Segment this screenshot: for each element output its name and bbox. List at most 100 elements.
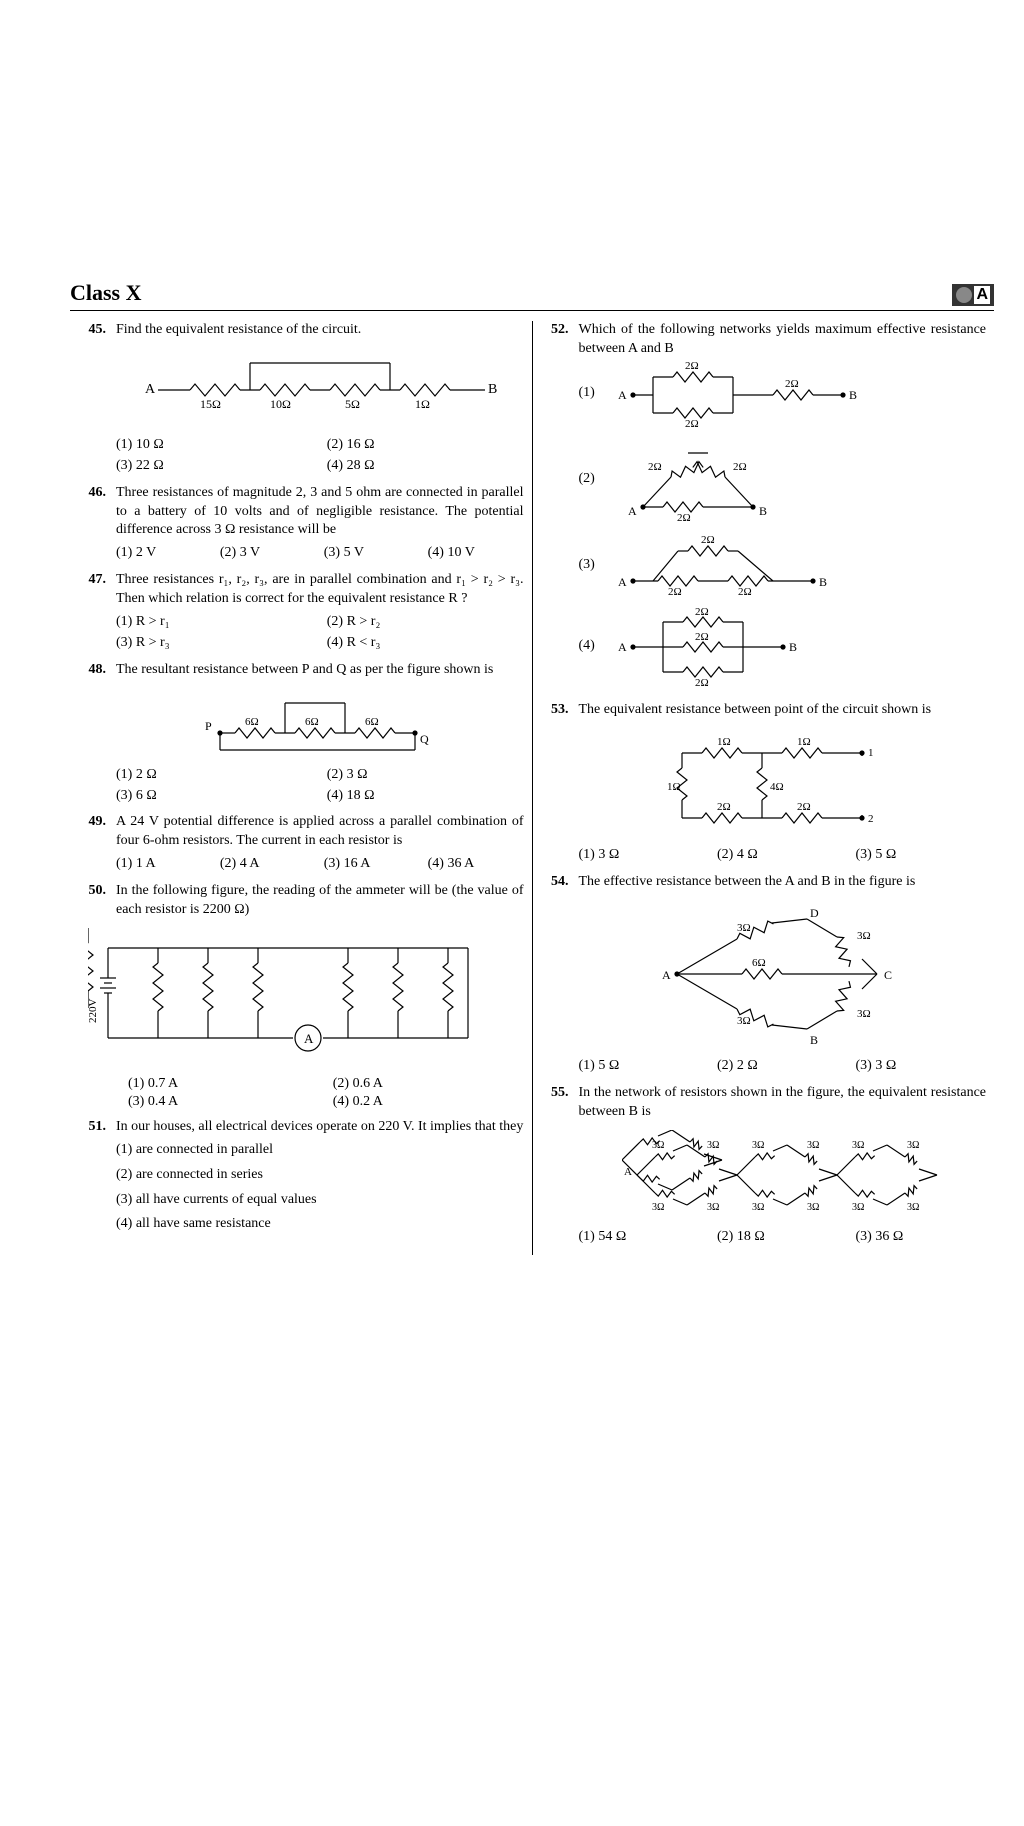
svg-text:3Ω: 3Ω: [907, 1140, 919, 1151]
question-55: 55. In the network of resistors shown in…: [541, 1084, 987, 1247]
class-header: Class X A: [70, 280, 994, 311]
question-50: 50. In the following figure, the reading…: [78, 882, 524, 920]
svg-text:3Ω: 3Ω: [852, 1140, 864, 1151]
svg-text:3Ω: 3Ω: [737, 922, 751, 934]
svg-text:1Ω: 1Ω: [415, 397, 430, 411]
q50-circuit: 220V: [88, 928, 488, 1068]
q47-text: Three resistances r₁, r₂, r₃, are in par…: [116, 572, 524, 606]
svg-text:1Ω: 1Ω: [717, 736, 731, 748]
svg-text:6Ω: 6Ω: [305, 716, 319, 728]
svg-text:2Ω: 2Ω: [695, 677, 709, 687]
svg-text:3Ω: 3Ω: [857, 1008, 871, 1020]
svg-text:4Ω: 4Ω: [770, 781, 784, 793]
svg-text:1: 1: [868, 747, 874, 759]
svg-text:3Ω: 3Ω: [807, 1140, 819, 1151]
question-48: 48. The resultant resistance between P a…: [78, 661, 524, 806]
svg-text:B: B: [810, 1033, 818, 1047]
svg-text:2Ω: 2Ω: [695, 631, 709, 643]
q49-text: A 24 V potential difference is applied a…: [116, 814, 524, 848]
svg-text:A: A: [304, 1031, 314, 1046]
svg-text:3Ω: 3Ω: [707, 1202, 719, 1213]
svg-text:2Ω: 2Ω: [733, 461, 747, 473]
worksheet-page: Class X A 45. Find the equivalent resist…: [0, 0, 1024, 1275]
svg-text:B: B: [759, 504, 767, 518]
svg-text:2Ω: 2Ω: [695, 607, 709, 618]
svg-text:3Ω: 3Ω: [857, 930, 871, 942]
right-column: 52. Which of the following networks yiel…: [533, 321, 995, 1255]
q53-text: The equivalent resistance between point …: [579, 702, 932, 717]
svg-text:B: B: [488, 382, 497, 397]
svg-text:B: B: [849, 388, 857, 402]
svg-text:A: A: [618, 640, 627, 654]
svg-text:3Ω: 3Ω: [737, 1015, 751, 1027]
svg-text:A: A: [662, 968, 671, 982]
svg-text:2Ω: 2Ω: [797, 801, 811, 813]
q50-text: In the following figure, the reading of …: [116, 883, 524, 917]
svg-text:A: A: [624, 1166, 632, 1178]
svg-text:2Ω: 2Ω: [785, 378, 799, 390]
q54-text: The effective resistance between the A a…: [579, 874, 916, 889]
q45-opt1: (1) 10 Ω: [116, 436, 313, 455]
svg-text:3Ω: 3Ω: [652, 1140, 664, 1151]
svg-text:6Ω: 6Ω: [245, 716, 259, 728]
q54-circuit: A D C B 3Ω 3Ω: [652, 899, 912, 1049]
svg-text:2Ω: 2Ω: [717, 801, 731, 813]
svg-text:A: A: [628, 504, 637, 518]
question-46: 46. Three resistances of magnitude 2, 3 …: [78, 484, 524, 564]
svg-text:15Ω: 15Ω: [200, 397, 221, 411]
svg-text:3Ω: 3Ω: [852, 1202, 864, 1213]
svg-text:220V: 220V: [88, 998, 99, 1023]
two-column-layout: 45. Find the equivalent resistance of th…: [70, 321, 994, 1255]
svg-text:A: A: [618, 575, 627, 589]
left-column: 45. Find the equivalent resistance of th…: [70, 321, 533, 1255]
question-54: 54. The effective resistance between the…: [541, 873, 987, 1077]
question-51: 51. In our houses, all electrical device…: [78, 1118, 524, 1234]
question-53: 53. The equivalent resistance between po…: [541, 701, 987, 865]
svg-text:P: P: [205, 719, 212, 733]
q45-text: Find the equivalent resistance of the ci…: [116, 322, 361, 337]
svg-text:2Ω: 2Ω: [668, 586, 682, 598]
q45-circuit: A 15Ω 10Ω 5Ω 1Ω: [140, 348, 500, 428]
svg-text:3Ω: 3Ω: [807, 1202, 819, 1213]
q55-text: In the network of resistors shown in the…: [579, 1085, 987, 1119]
question-49: 49. A 24 V potential difference is appli…: [78, 813, 524, 874]
svg-text:A: A: [618, 388, 627, 402]
q48-circuit: P 6Ω 6Ω 6Ω: [190, 688, 450, 758]
svg-text:3Ω: 3Ω: [707, 1140, 719, 1151]
q45-opt4: (4) 28 Ω: [327, 457, 524, 476]
question-47: 47. Three resistances r₁, r₂, r₃, are in…: [78, 571, 524, 653]
svg-text:B: B: [819, 575, 827, 589]
svg-text:3Ω: 3Ω: [652, 1202, 664, 1213]
svg-text:5Ω: 5Ω: [345, 397, 360, 411]
svg-text:3Ω: 3Ω: [752, 1140, 764, 1151]
svg-text:1Ω: 1Ω: [667, 781, 681, 793]
svg-text:1Ω: 1Ω: [797, 736, 811, 748]
publisher-logo: A: [952, 284, 994, 306]
svg-text:2Ω: 2Ω: [685, 360, 699, 372]
svg-text:6Ω: 6Ω: [365, 716, 379, 728]
q45-opt3: (3) 22 Ω: [116, 457, 313, 476]
class-title: Class X: [70, 280, 142, 306]
svg-text:10Ω: 10Ω: [270, 397, 291, 411]
svg-text:D: D: [810, 906, 819, 920]
q45-opt2: (2) 16 Ω: [327, 436, 524, 455]
svg-text:2Ω: 2Ω: [648, 461, 662, 473]
svg-text:C: C: [884, 968, 892, 982]
q46-text: Three resistances of magnitude 2, 3 and …: [116, 485, 524, 538]
q55-circuit: A: [622, 1130, 942, 1220]
q53-circuit: 1Ω 1Ω 1 1Ω: [662, 728, 902, 838]
svg-text:B: B: [789, 640, 797, 654]
svg-text:6Ω: 6Ω: [752, 957, 766, 969]
q52-network-3: (3) A 2Ω 2Ω: [579, 531, 987, 601]
q52-network-4: (4) A 2Ω: [579, 607, 987, 687]
question-45: 45. Find the equivalent resistance of th…: [78, 321, 524, 476]
q51-text: In our houses, all electrical devices op…: [116, 1119, 523, 1134]
question-52: 52. Which of the following networks yiel…: [541, 321, 987, 693]
svg-text:2Ω: 2Ω: [677, 512, 691, 524]
label-A: A: [145, 382, 156, 397]
svg-text:2: 2: [868, 813, 874, 825]
q52-network-2: (2) A 2Ω B: [579, 435, 987, 525]
svg-text:Q: Q: [420, 732, 429, 746]
svg-text:2Ω: 2Ω: [738, 586, 752, 598]
svg-text:2Ω: 2Ω: [701, 534, 715, 546]
